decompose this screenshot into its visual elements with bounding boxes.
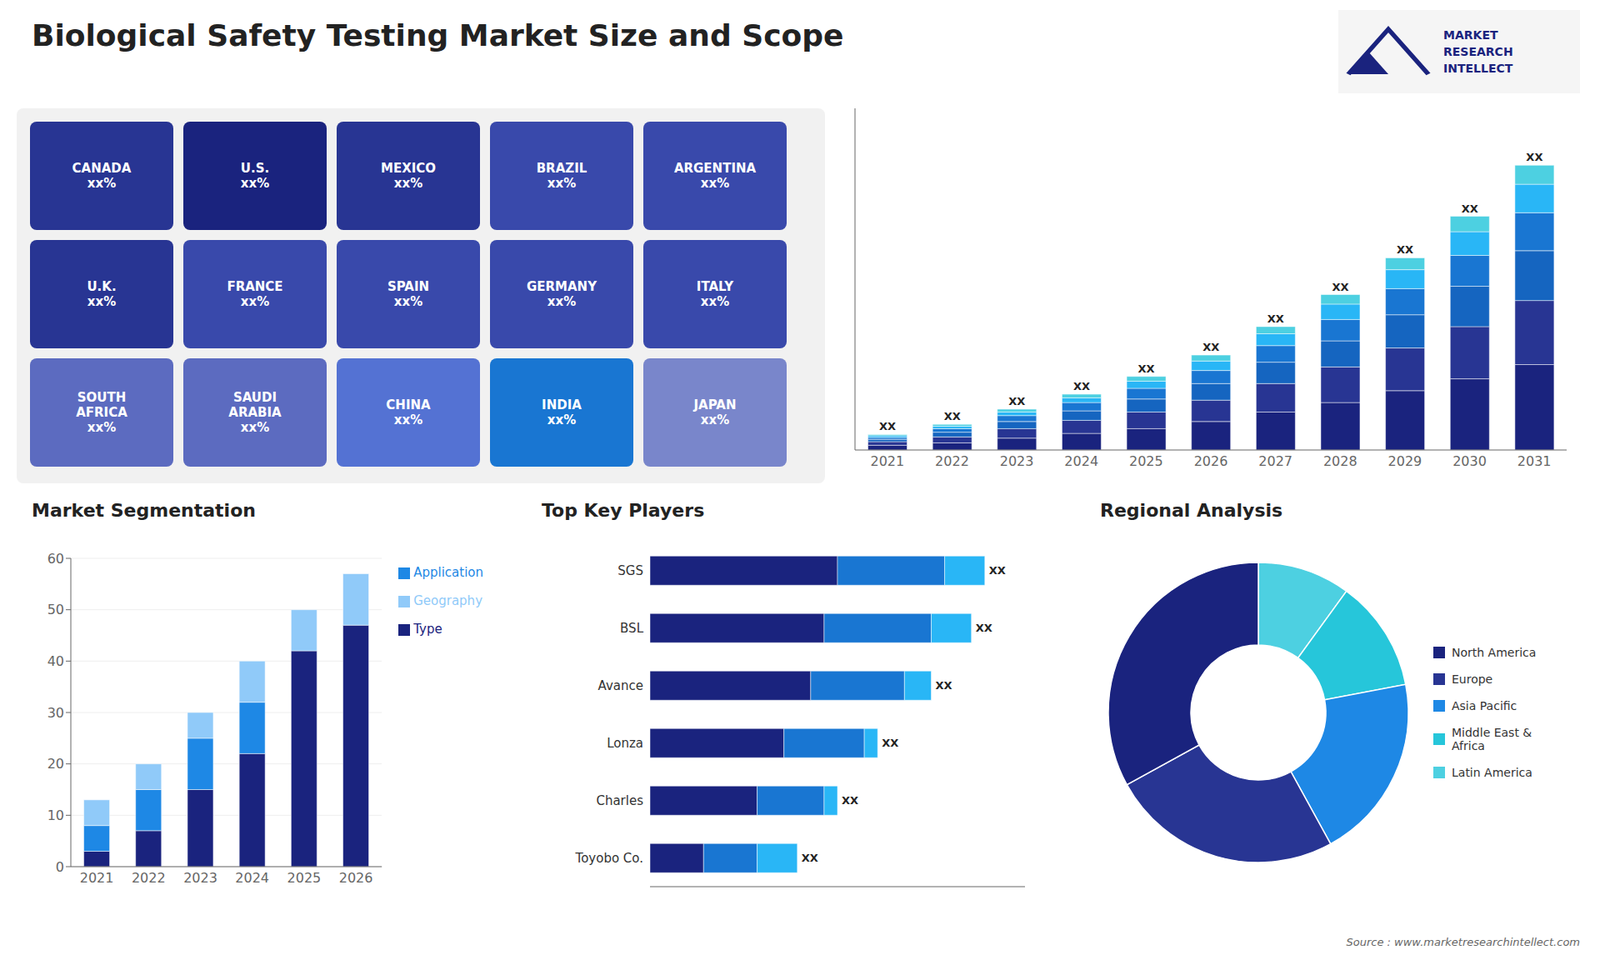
svg-text:XX: XX <box>881 736 899 750</box>
html-text:U.S. xx%: U.S. xx% <box>240 160 270 191</box>
html-text:SAUDI ARABIA xx%: SAUDI ARABIA xx% <box>228 390 282 435</box>
html-text:Regional Analysis: Regional Analysis <box>1100 500 1283 521</box>
svg-text:2022: 2022 <box>935 453 970 470</box>
svg-text:2024: 2024 <box>235 870 270 886</box>
svg-text:2027: 2027 <box>1258 453 1293 470</box>
svg-text:XX: XX <box>1525 150 1543 164</box>
svg-text:XX: XX <box>841 794 859 807</box>
svg-text:SGS: SGS <box>617 563 644 579</box>
html-text:MARKET: MARKET <box>1443 28 1498 42</box>
svg-text:2031: 2031 <box>1517 453 1552 470</box>
html-text:CHINA xx%: CHINA xx% <box>386 397 431 428</box>
svg-text:Toyobo Co.: Toyobo Co. <box>575 850 644 866</box>
html-text:Market Segmentation: Market Segmentation <box>31 500 256 521</box>
html-text:JAPAN xx%: JAPAN xx% <box>693 397 737 428</box>
svg-text:Lonza: Lonza <box>606 735 644 751</box>
svg-text:XX: XX <box>989 564 1006 577</box>
svg-text:XX: XX <box>1267 312 1285 325</box>
svg-text:XX: XX <box>944 410 961 423</box>
svg-text:20: 20 <box>47 755 65 772</box>
svg-text:2023: 2023 <box>183 870 218 886</box>
svg-text:BSL: BSL <box>620 620 645 636</box>
svg-text:2022: 2022 <box>131 870 166 886</box>
html-text:Asia Pacific: Asia Pacific <box>1451 699 1517 713</box>
html-text:Application: Application <box>413 565 484 580</box>
svg-text:XX: XX <box>1073 380 1090 393</box>
svg-text:2025: 2025 <box>287 870 322 886</box>
svg-text:XX: XX <box>975 621 993 635</box>
svg-text:10: 10 <box>47 807 65 824</box>
svg-text:0: 0 <box>55 859 65 875</box>
svg-text:40: 40 <box>47 653 65 670</box>
html-text:INTELLECT: INTELLECT <box>1443 61 1513 75</box>
svg-text:2028: 2028 <box>1323 453 1358 470</box>
svg-text:XX: XX <box>1331 280 1349 294</box>
svg-text:XX: XX <box>801 851 819 865</box>
svg-text:XX: XX <box>935 679 953 692</box>
svg-text:XX: XX <box>1202 340 1220 354</box>
html-text:GERMANY xx%: GERMANY xx% <box>526 279 597 310</box>
html-text:Type: Type <box>413 621 443 637</box>
svg-text:2024: 2024 <box>1064 453 1099 470</box>
svg-text:Charles: Charles <box>595 793 644 809</box>
svg-text:XX: XX <box>1008 395 1025 408</box>
html-text:Latin America: Latin America <box>1451 765 1533 780</box>
html-text:Biological Safety Testing Mark: Biological Safety Testing Market Size an… <box>31 18 844 53</box>
html-text:Top Key Players: Top Key Players <box>541 500 705 521</box>
html-text:Source : www.marketresearchint: Source : www.marketresearchintellect.com <box>1346 935 1580 949</box>
svg-text:50: 50 <box>47 601 65 618</box>
html-text:U.K. xx%: U.K. xx% <box>87 279 117 310</box>
html-text:ARGENTINA xx%: ARGENTINA xx% <box>674 160 756 191</box>
html-text:RESEARCH: RESEARCH <box>1443 45 1513 59</box>
html-text:SOUTH AFRICA xx%: SOUTH AFRICA xx% <box>76 390 128 435</box>
svg-text:XX: XX <box>1396 243 1414 256</box>
svg-text:XX: XX <box>1461 202 1479 215</box>
html-text:Geography: Geography <box>413 593 483 609</box>
html-text:FRANCE xx%: FRANCE xx% <box>227 279 283 310</box>
svg-text:2026: 2026 <box>1194 453 1229 470</box>
svg-text:2030: 2030 <box>1452 453 1487 470</box>
html-text:SPAIN xx%: SPAIN xx% <box>387 279 430 310</box>
svg-text:Avance: Avance <box>598 678 644 694</box>
svg-text:XX: XX <box>1138 362 1155 375</box>
svg-text:2025: 2025 <box>1129 453 1164 470</box>
html-text:BRAZIL xx%: BRAZIL xx% <box>536 160 587 191</box>
svg-text:XX: XX <box>879 420 896 433</box>
svg-text:60: 60 <box>47 550 65 567</box>
html-text:Middle East & Africa: Middle East & Africa <box>1451 725 1532 753</box>
html-text:CANADA xx%: CANADA xx% <box>72 160 132 191</box>
svg-text:2026: 2026 <box>339 870 374 886</box>
html-text:North America: North America <box>1451 645 1537 660</box>
svg-text:2023: 2023 <box>1000 453 1035 470</box>
svg-text:2029: 2029 <box>1388 453 1423 470</box>
svg-text:30: 30 <box>47 705 65 721</box>
html-text:MEXICO xx%: MEXICO xx% <box>380 160 436 191</box>
svg-text:2021: 2021 <box>870 453 905 470</box>
html-text:INDIA xx%: INDIA xx% <box>541 397 582 428</box>
html-text:ITALY xx%: ITALY xx% <box>696 279 734 310</box>
svg-text:2021: 2021 <box>80 870 115 886</box>
html-text:Europe: Europe <box>1451 672 1493 686</box>
